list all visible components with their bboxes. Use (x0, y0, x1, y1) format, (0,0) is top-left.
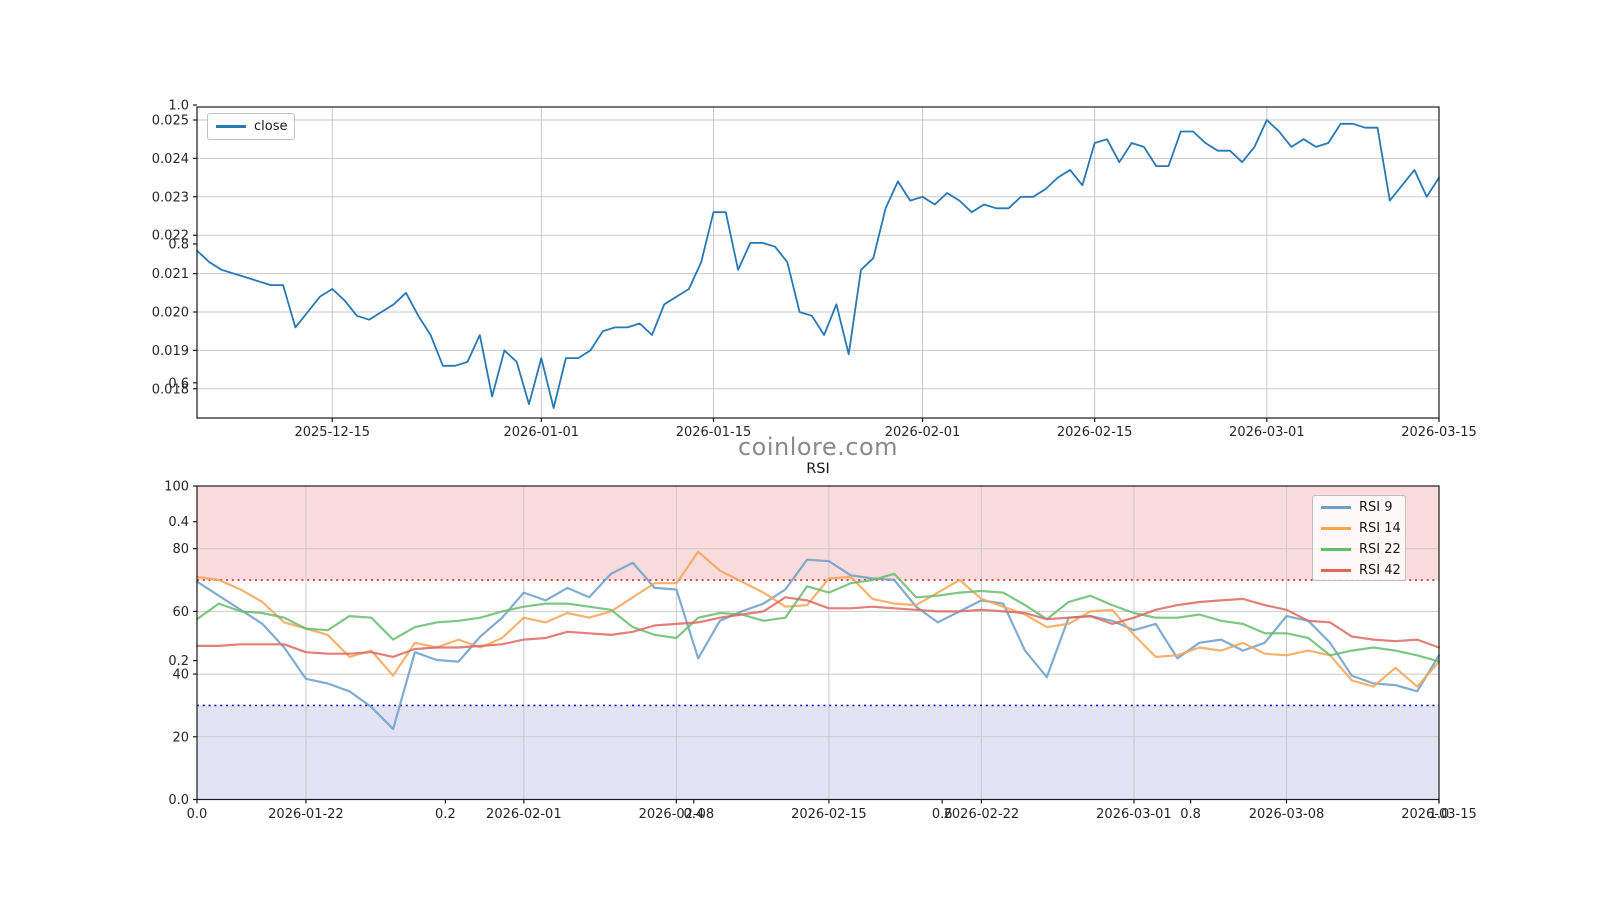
price-x-tick-label: 2026-03-15 (1401, 425, 1477, 440)
rsi14-legend-label: RSI 14 (1359, 521, 1401, 536)
close-legend-line-icon (216, 125, 246, 128)
watermark: coinlore.com (737, 433, 899, 461)
rsi-line-rsi-14 (195, 550, 1441, 688)
rsi-x-tick-label: 2026-01-22 (268, 807, 344, 822)
overlay-x-tick-label: 0.6 (932, 807, 953, 822)
axis-ticks-and-labels: 0.0250.0240.0230.0220.0210.0200.0190.018… (152, 114, 1477, 823)
overlay-y-tick-label: 0.0 (168, 793, 189, 808)
price-legend: close (207, 113, 295, 140)
price-y-tick-label: 0.024 (152, 152, 189, 167)
rsi42-legend-line-icon (1321, 569, 1351, 572)
rsi-bands (197, 486, 1439, 800)
rsi-chart-title: RSI (806, 461, 830, 477)
rsi-x-tick-label: 2026-03-01 (1096, 807, 1172, 822)
overbought-band (197, 486, 1439, 581)
overlay-x-tick-label: 0.2 (435, 807, 456, 822)
rsi42-legend-label: RSI 42 (1359, 563, 1401, 578)
rsi22-legend-label: RSI 22 (1359, 542, 1401, 557)
price-y-tick-label: 0.022 (152, 229, 189, 244)
price-axes-frame (196, 106, 1440, 419)
rsi-x-tick-label: 2026-03-15 (1401, 807, 1477, 822)
rsi-x-tick-label: 2026-02-22 (944, 807, 1020, 822)
rsi-legend: RSI 9 RSI 14 RSI 22 RSI 42 (1312, 495, 1406, 581)
overlay-x-tick-label: 0.8 (1180, 807, 1201, 822)
rsi9-legend-line-icon (1321, 506, 1351, 509)
rsi-threshold-lines (197, 579, 1439, 707)
rsi-y-tick-label: 100 (164, 480, 189, 495)
overlay-y-tick-label: 1.0 (168, 99, 189, 114)
rsi14-legend-line-icon (1321, 527, 1351, 530)
price-y-tick-label: 0.020 (152, 306, 189, 321)
overlay-x-tick-label: 1.0 (1429, 807, 1450, 822)
rsi-y-tick-label: 40 (172, 668, 189, 683)
price-y-tick-label: 0.025 (152, 114, 189, 129)
price-x-tick-label: 2026-01-01 (504, 425, 580, 440)
overlay-y-tick-label: 0.2 (168, 654, 189, 669)
price-series (196, 119, 1440, 409)
price-x-tick-label: 2025-12-15 (294, 425, 370, 440)
oversold-band (197, 705, 1439, 800)
rsi-y-tick-label: 20 (172, 730, 189, 745)
close-line (196, 119, 1440, 409)
rsi-line-rsi-42 (195, 596, 1441, 659)
rsi-line-rsi-9 (195, 558, 1441, 731)
overlay-y-tick-label: 0.6 (168, 376, 189, 391)
price-x-tick-label: 2026-03-01 (1229, 425, 1305, 440)
price-y-tick-label: 0.021 (152, 267, 189, 282)
rsi22-legend-line-icon (1321, 548, 1351, 551)
overlay-x-tick-label: 0.0 (187, 807, 208, 822)
rsi9-legend-label: RSI 9 (1359, 500, 1393, 515)
rsi-x-tick-label: 2026-03-08 (1249, 807, 1325, 822)
overlay-axis-labels: 1.0 0.8 0.6 0.4 0.2 0.00.0 0.2 0.4 0.6 0.8 1.0 (168, 99, 1449, 823)
price-y-tick-label: 0.023 (152, 190, 189, 205)
price-y-tick-label: 0.018 (152, 382, 189, 397)
overlay-x-tick-label: 0.4 (683, 807, 704, 822)
rsi-x-tick-label: 2026-02-08 (639, 807, 715, 822)
price-x-tick-label: 2026-02-15 (1057, 425, 1133, 440)
rsi-series (195, 550, 1441, 731)
rsi-line-rsi-22 (195, 572, 1441, 663)
price-x-tick-label: 2026-01-15 (676, 425, 752, 440)
close-legend-label: close (254, 119, 288, 134)
overlay-y-tick-label: 0.4 (168, 515, 189, 530)
overlay-y-tick-label: 0.8 (168, 237, 189, 252)
rsi-y-tick-label: 60 (172, 605, 189, 620)
rsi-axes-frame (196, 485, 1440, 801)
price-x-tick-label: 2026-02-01 (885, 425, 961, 440)
axes-spines (196, 106, 1440, 801)
price-y-tick-label: 0.019 (152, 344, 189, 359)
rsi-x-tick-label: 2026-02-01 (486, 807, 562, 822)
rsi-y-tick-label: 80 (172, 542, 189, 557)
rsi-x-tick-label: 2026-02-15 (791, 807, 867, 822)
